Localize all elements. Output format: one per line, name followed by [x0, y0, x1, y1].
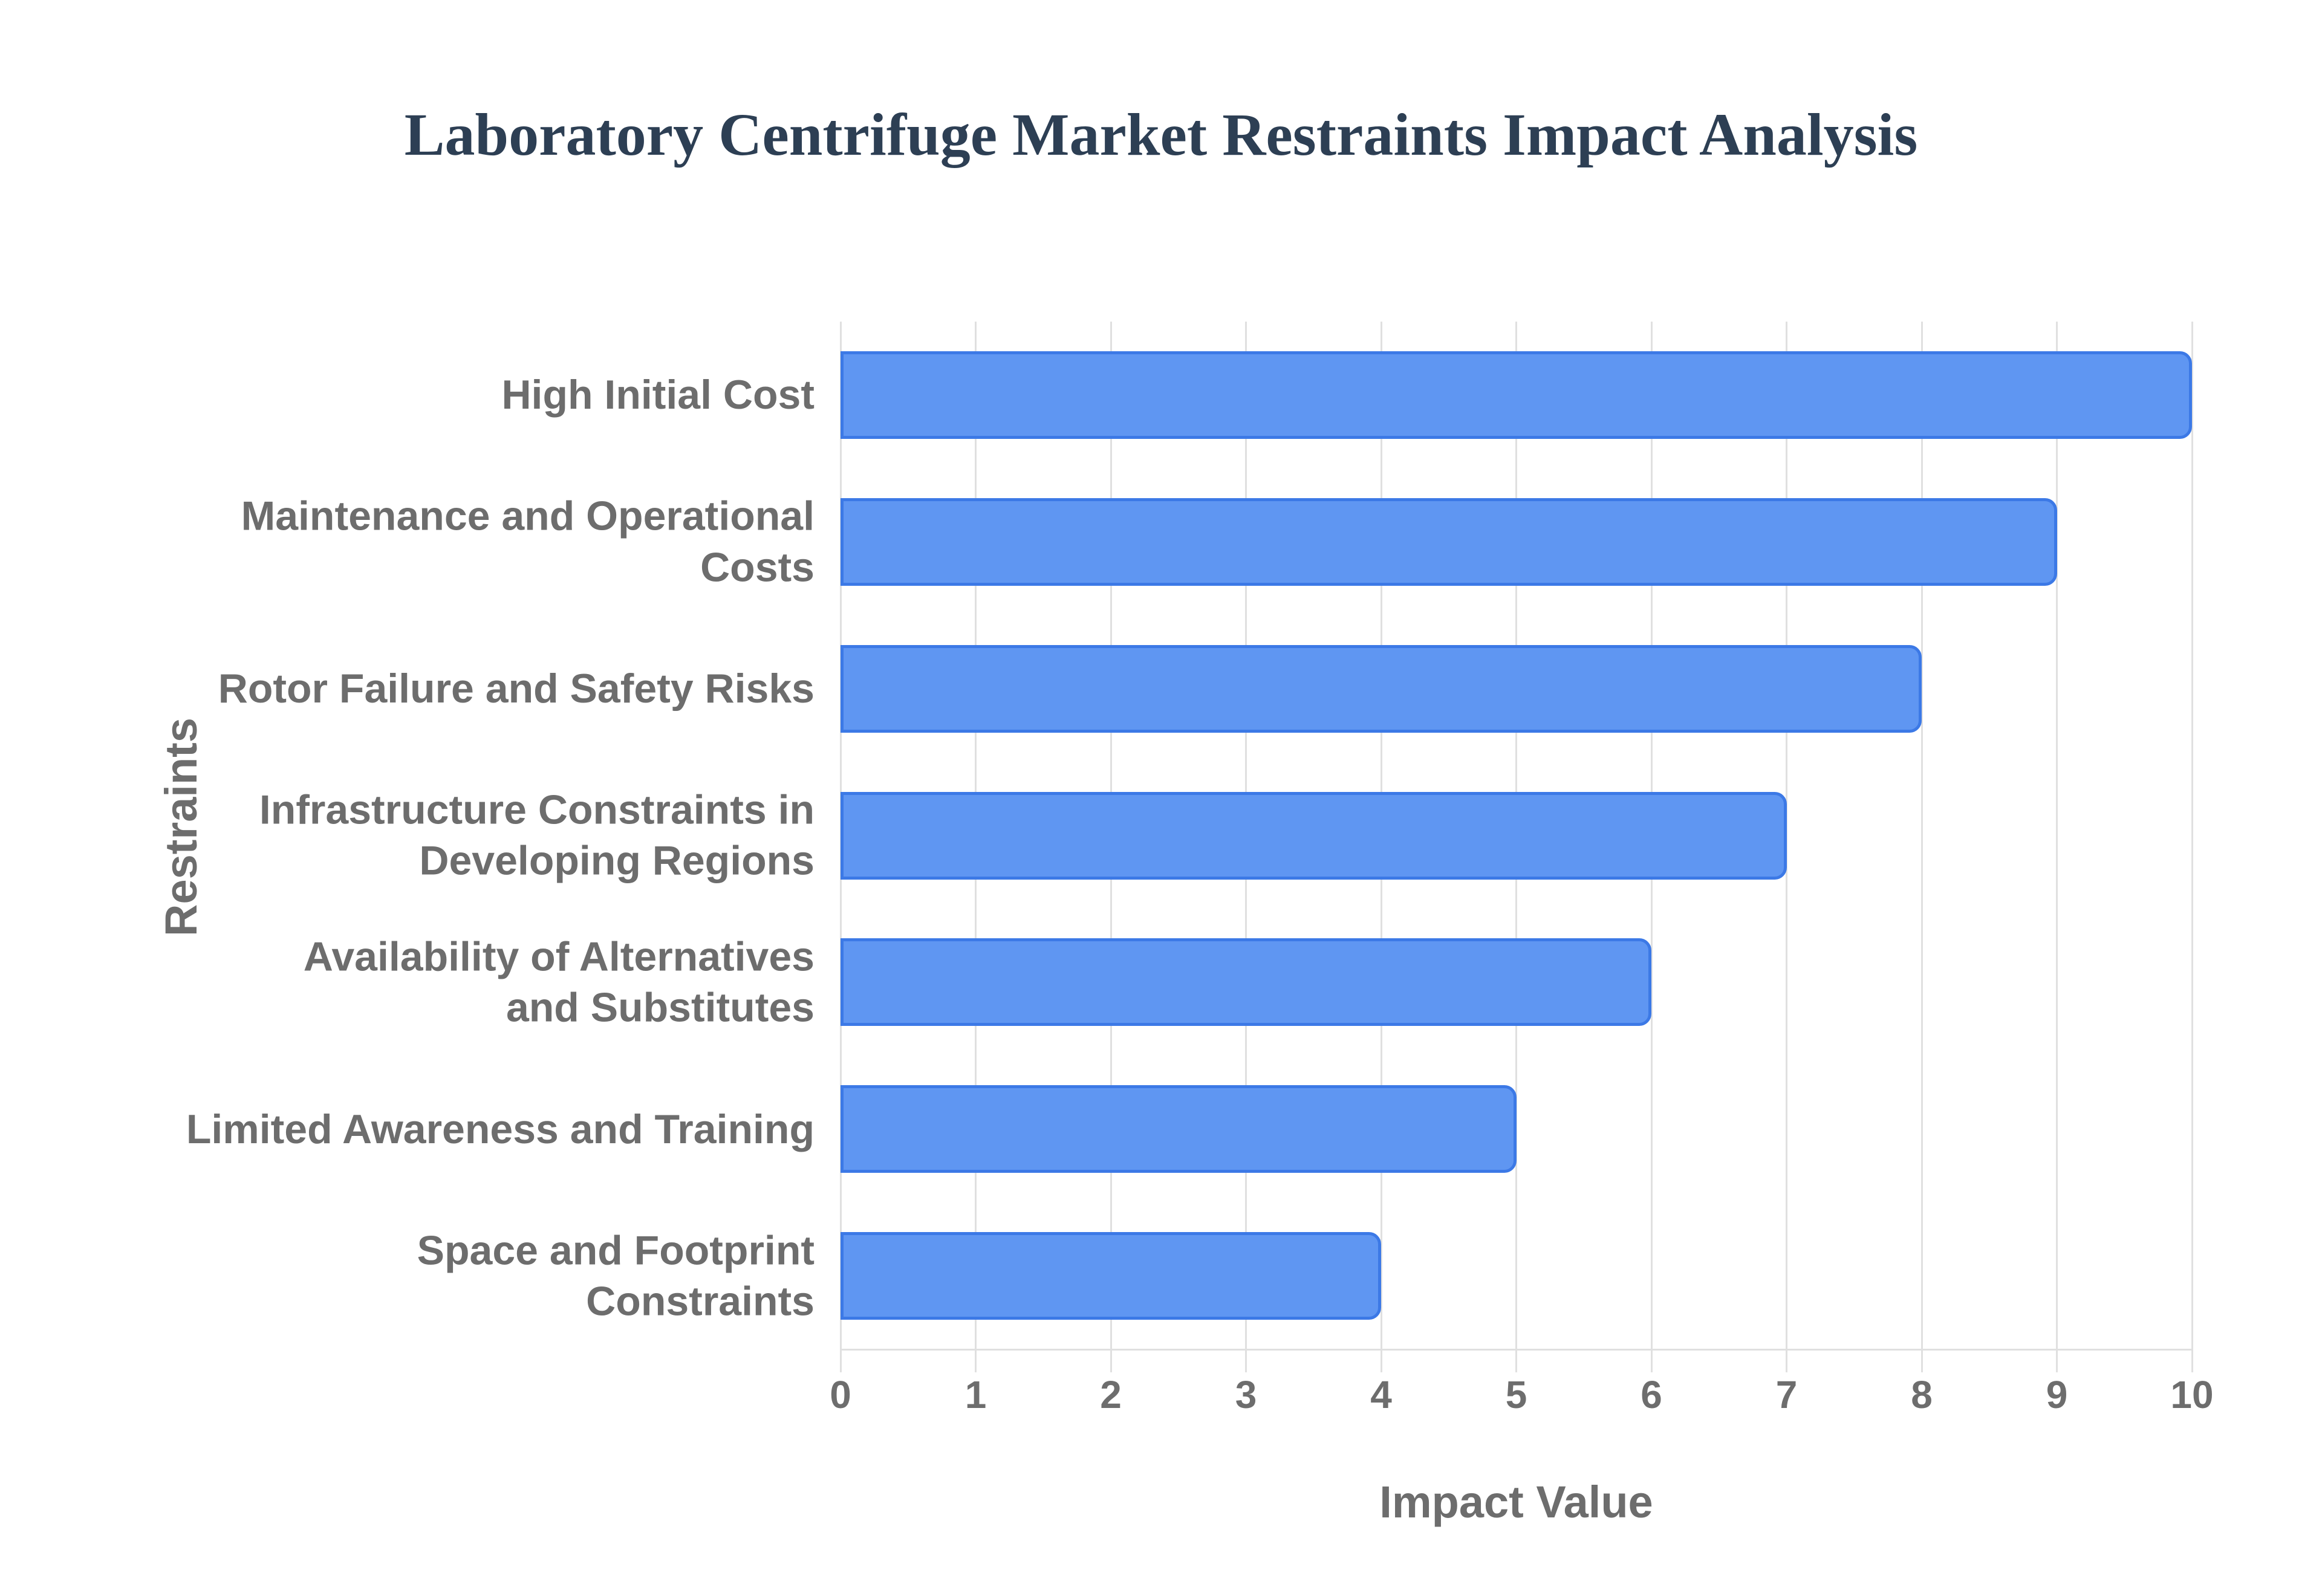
bar-0 [841, 351, 2192, 439]
bar-6 [841, 1232, 1381, 1320]
bar-1 [841, 498, 2057, 586]
bar-3 [841, 791, 1787, 880]
gridline-x-10 [2191, 322, 2193, 1372]
chart-title: Laboratory Centrifuge Market Restraints … [404, 101, 1918, 168]
x-tick-label-6: 6 [1641, 1373, 1662, 1416]
x-axis-title: Impact Value [1379, 1477, 1653, 1527]
category-label-0: High Initial Cost [501, 372, 815, 418]
gridline-x-9 [2056, 322, 2058, 1372]
category-labels: High Initial Cost Maintenance and Operati… [0, 322, 815, 1349]
gridline-x-8 [1920, 322, 1923, 1372]
x-tick-labels: 0 1 2 3 4 5 6 7 8 9 10 [830, 1373, 2213, 1424]
bar-4 [841, 938, 1651, 1027]
x-tick-label-0: 0 [830, 1373, 851, 1416]
bar-2 [841, 644, 1922, 733]
x-tick-label-2: 2 [1100, 1373, 1122, 1416]
category-label-3: Infrastructure Constraints in Developing … [259, 787, 815, 884]
x-tick-label-1: 1 [964, 1373, 987, 1416]
plot-area [839, 322, 2193, 1372]
category-label-5: Limited Awareness and Training [186, 1106, 815, 1152]
x-tick-label-4: 4 [1370, 1373, 1392, 1416]
x-tick-label-9: 9 [2046, 1373, 2068, 1416]
gridline-x-7 [1786, 322, 1787, 1372]
bar-5 [841, 1085, 1517, 1173]
category-label-1: Maintenance and Operational Costs [241, 493, 815, 591]
x-tick-label-7: 7 [1775, 1373, 1798, 1416]
x-axis-line [841, 1349, 2192, 1351]
x-tick-label-5: 5 [1505, 1373, 1527, 1416]
category-label-2: Rotor Failure and Safety Risks [218, 665, 815, 712]
category-label-6: Space and Footprint Constraints [417, 1227, 815, 1325]
x-tick-label-10: 10 [2170, 1373, 2214, 1416]
category-label-4: Availability of Alternatives and Substitu… [303, 933, 815, 1031]
x-tick-label-3: 3 [1235, 1373, 1257, 1416]
x-tick-label-8: 8 [1911, 1373, 1933, 1416]
